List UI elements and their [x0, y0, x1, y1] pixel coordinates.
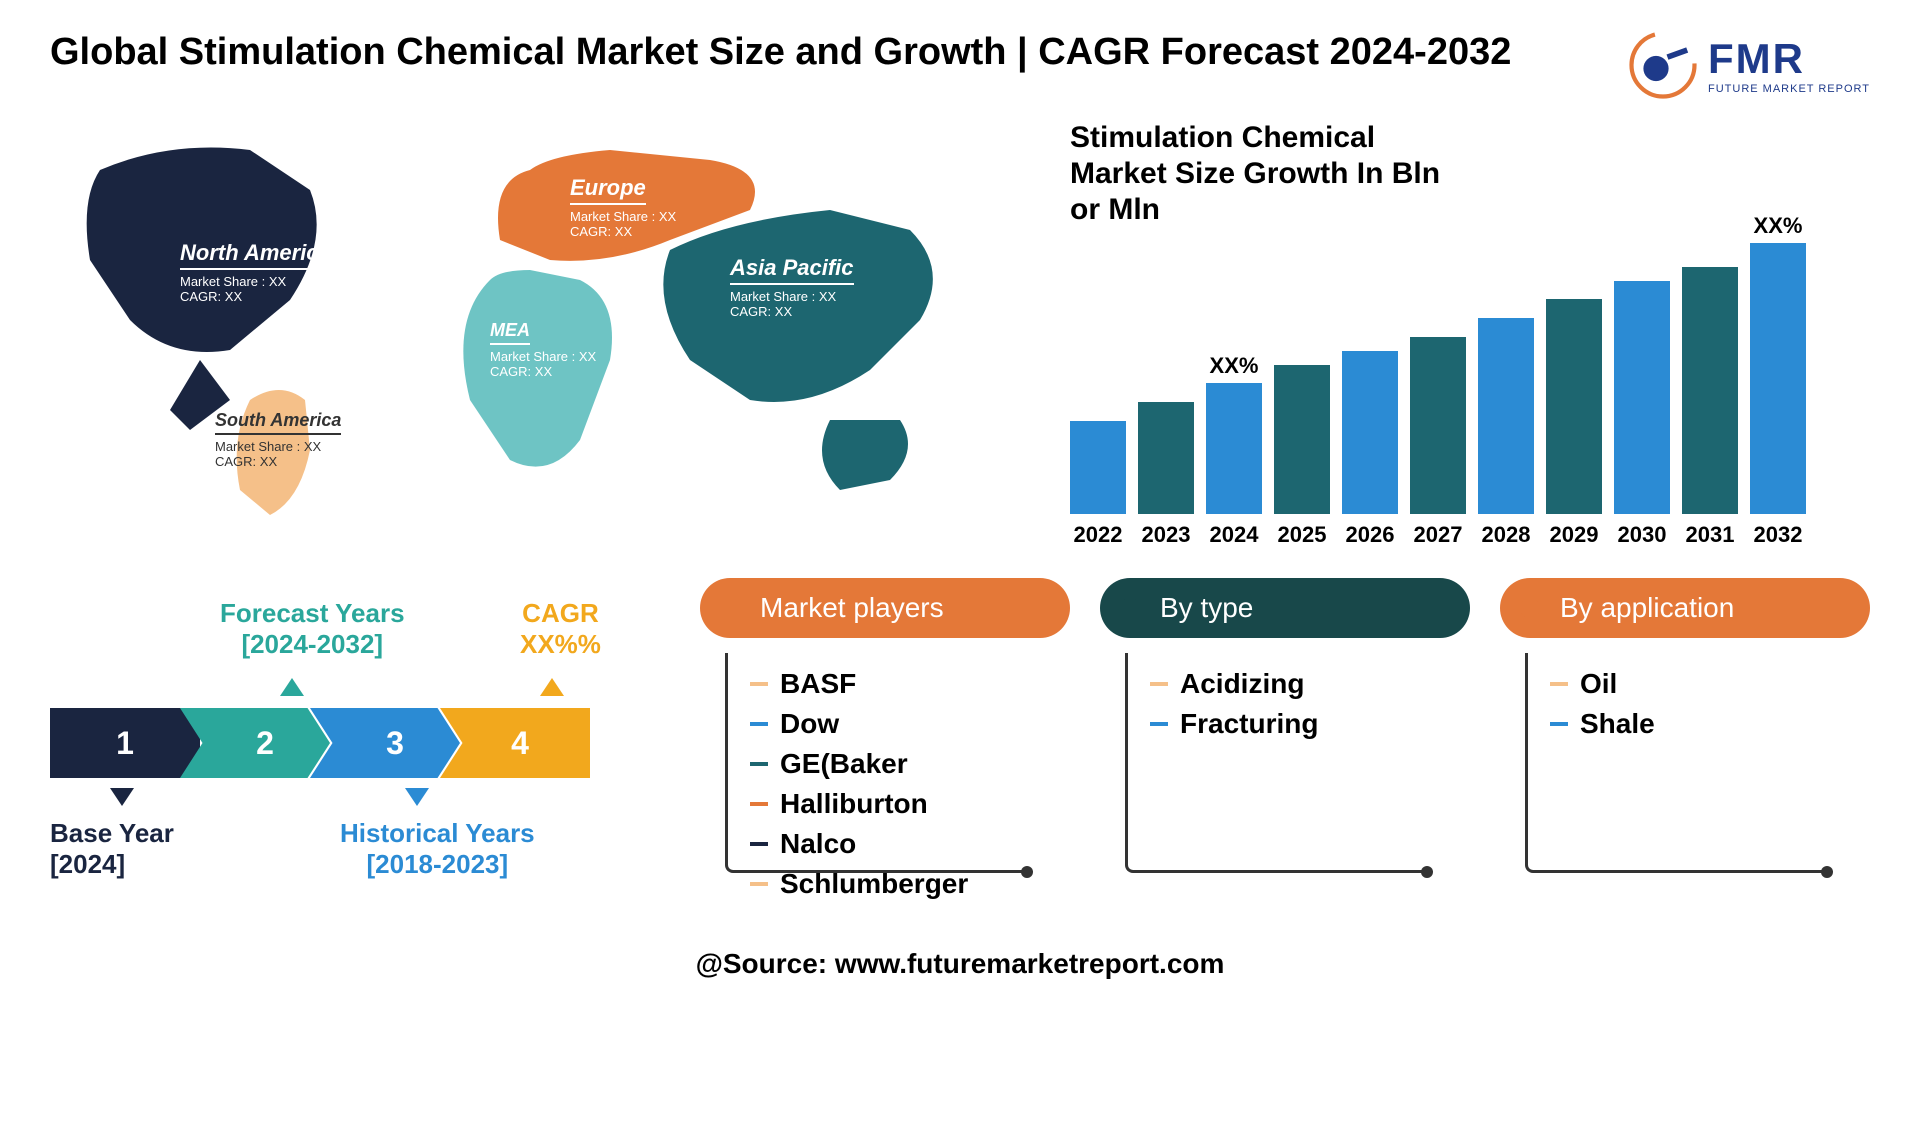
region-mea: MEA Market Share : XX CAGR: XX: [490, 320, 596, 379]
bar: [1342, 351, 1398, 514]
logo-icon: [1628, 30, 1698, 100]
category-circle-icon: [1120, 598, 1140, 618]
bar-year-label: 2023: [1142, 522, 1191, 548]
category-header-text: Market players: [760, 592, 944, 624]
category-column: By typeAcidizingFracturing: [1100, 578, 1470, 908]
bar-year-label: 2028: [1482, 522, 1531, 548]
bar-col: 2028: [1478, 318, 1534, 548]
bar-annotation: XX%: [1210, 353, 1259, 379]
bar-col: 2023: [1138, 402, 1194, 548]
bar: [1274, 365, 1330, 514]
tl-seg-2: 2: [180, 708, 330, 778]
bar-year-label: 2032: [1754, 522, 1803, 548]
tl-seg-4: 4: [440, 708, 590, 778]
category-circle-icon: [1520, 598, 1540, 618]
logo-sub: FUTURE MARKET REPORT: [1708, 83, 1870, 95]
bar-year-label: 2029: [1550, 522, 1599, 548]
bar-col: 2025: [1274, 365, 1330, 548]
bar-annotation: XX%: [1754, 213, 1803, 239]
category-header: By type: [1100, 578, 1470, 638]
region-eu: Europe Market Share : XX CAGR: XX: [570, 175, 676, 239]
bar-year-label: 2026: [1346, 522, 1395, 548]
bar-year-label: 2024: [1210, 522, 1259, 548]
category-header-text: By application: [1560, 592, 1734, 624]
source-text: @Source: www.futuremarketreport.com: [50, 948, 1870, 980]
category-section: Market playersBASFDowGE(BakerHalliburton…: [700, 578, 1870, 908]
bar: [1410, 337, 1466, 514]
tl-seg-3: 3: [310, 708, 460, 778]
bar: [1478, 318, 1534, 514]
bar-chart: 20222023XX%20242025202620272028202920302…: [1070, 248, 1870, 548]
bar: [1138, 402, 1194, 514]
bar-col: 2031: [1682, 267, 1738, 548]
category-header: Market players: [700, 578, 1070, 638]
world-map: North America Market Share : XX CAGR: XX…: [50, 120, 1030, 520]
bar-year-label: 2027: [1414, 522, 1463, 548]
bar-year-label: 2030: [1618, 522, 1667, 548]
logo-brand: FMR: [1708, 35, 1870, 83]
bar-col: XX%2032: [1750, 243, 1806, 548]
bar-col: 2030: [1614, 281, 1670, 548]
region-ap: Asia Pacific Market Share : XX CAGR: XX: [730, 255, 854, 319]
bar-col: 2026: [1342, 351, 1398, 548]
category-bracket: [1525, 653, 1825, 873]
page-title: Global Stimulation Chemical Market Size …: [50, 30, 1511, 76]
fmr-logo: FMR FUTURE MARKET REPORT: [1628, 30, 1870, 100]
bar: [1682, 267, 1738, 514]
bar-col: 2027: [1410, 337, 1466, 548]
bar: [1750, 243, 1806, 514]
category-circle-icon: [720, 598, 740, 618]
bar: [1546, 299, 1602, 514]
header: Global Stimulation Chemical Market Size …: [50, 30, 1870, 100]
region-na: North America Market Share : XX CAGR: XX: [180, 240, 331, 304]
category-column: By applicationOilShale: [1500, 578, 1870, 908]
bar: [1614, 281, 1670, 514]
bar-col: XX%2024: [1206, 383, 1262, 548]
timeline-section: Forecast Years [2024-2032] CAGR XX%% 1 2…: [50, 578, 670, 898]
category-header-text: By type: [1160, 592, 1253, 624]
category-column: Market playersBASFDowGE(BakerHalliburton…: [700, 578, 1070, 908]
bar: [1070, 421, 1126, 514]
tl-seg-1: 1: [50, 708, 200, 778]
category-header: By application: [1500, 578, 1870, 638]
bar-year-label: 2022: [1074, 522, 1123, 548]
bar-chart-section: Stimulation Chemical Market Size Growth …: [1070, 120, 1870, 548]
chart-title: Stimulation Chemical Market Size Growth …: [1070, 120, 1470, 228]
region-sa: South America Market Share : XX CAGR: XX: [215, 410, 341, 469]
tick-icon: [750, 882, 768, 886]
bar: [1206, 383, 1262, 514]
category-bracket: [1125, 653, 1425, 873]
bar-col: 2029: [1546, 299, 1602, 548]
category-bracket: [725, 653, 1025, 873]
bar-year-label: 2025: [1278, 522, 1327, 548]
bar-year-label: 2031: [1686, 522, 1735, 548]
bar-col: 2022: [1070, 421, 1126, 548]
